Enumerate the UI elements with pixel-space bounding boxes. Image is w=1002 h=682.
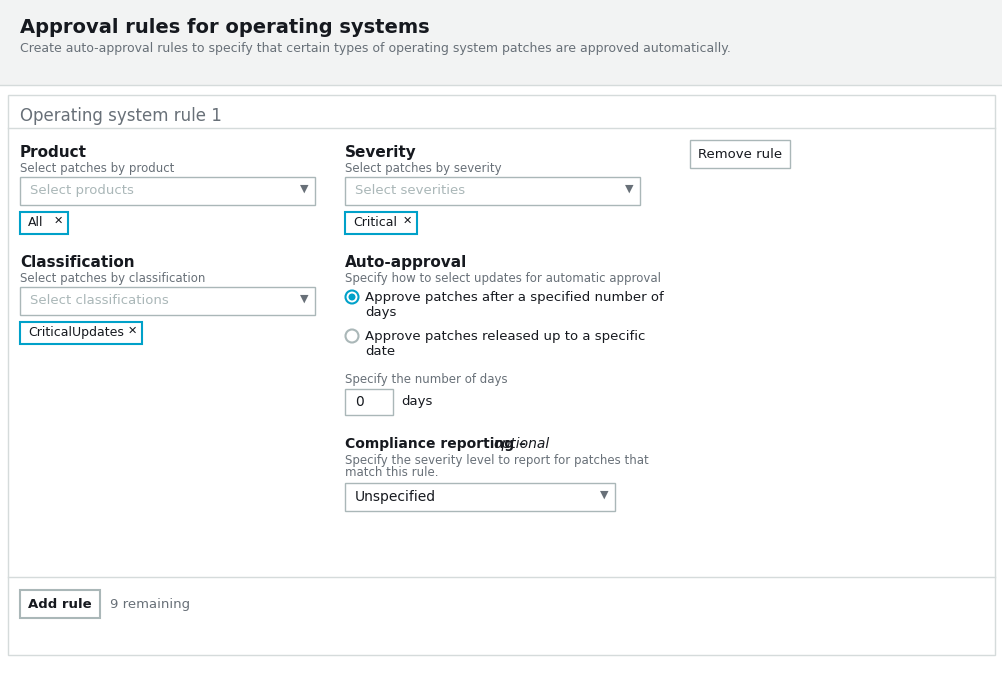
FancyBboxPatch shape bbox=[20, 590, 100, 618]
Text: Specify how to select updates for automatic approval: Specify how to select updates for automa… bbox=[345, 272, 660, 285]
Text: ✕: ✕ bbox=[54, 216, 63, 226]
Text: date: date bbox=[365, 345, 395, 358]
Text: Approve patches released up to a specific: Approve patches released up to a specifi… bbox=[365, 330, 644, 343]
Circle shape bbox=[348, 293, 355, 301]
Text: Remove rule: Remove rule bbox=[697, 148, 782, 161]
Text: Specify the number of days: Specify the number of days bbox=[345, 373, 507, 386]
FancyBboxPatch shape bbox=[8, 95, 994, 655]
Text: Select classifications: Select classifications bbox=[30, 294, 168, 307]
Text: ▼: ▼ bbox=[300, 294, 309, 304]
Text: 0: 0 bbox=[355, 395, 364, 409]
FancyBboxPatch shape bbox=[345, 177, 639, 205]
Text: Create auto-approval rules to specify that certain types of operating system pat: Create auto-approval rules to specify th… bbox=[20, 42, 730, 55]
Text: optional: optional bbox=[493, 437, 549, 451]
Text: ✕: ✕ bbox=[128, 326, 137, 336]
FancyBboxPatch shape bbox=[20, 287, 315, 315]
FancyBboxPatch shape bbox=[345, 212, 417, 234]
Text: Select patches by classification: Select patches by classification bbox=[20, 272, 205, 285]
FancyBboxPatch shape bbox=[689, 140, 790, 168]
Text: Critical: Critical bbox=[353, 216, 397, 229]
Text: ▼: ▼ bbox=[624, 184, 633, 194]
Text: Select patches by product: Select patches by product bbox=[20, 162, 174, 175]
Text: 9 remaining: 9 remaining bbox=[110, 598, 190, 611]
Text: Approval rules for operating systems: Approval rules for operating systems bbox=[20, 18, 429, 37]
FancyBboxPatch shape bbox=[0, 0, 1002, 85]
FancyBboxPatch shape bbox=[345, 389, 393, 415]
Text: ✕: ✕ bbox=[403, 216, 412, 226]
Text: Select patches by severity: Select patches by severity bbox=[345, 162, 501, 175]
Text: days: days bbox=[401, 395, 432, 408]
Text: days: days bbox=[365, 306, 396, 319]
Circle shape bbox=[345, 291, 358, 303]
Text: All: All bbox=[28, 216, 43, 229]
Text: ▼: ▼ bbox=[300, 184, 309, 194]
Text: Select severities: Select severities bbox=[355, 184, 465, 197]
Text: Add rule: Add rule bbox=[28, 598, 92, 611]
Text: match this rule.: match this rule. bbox=[345, 466, 438, 479]
Text: Severity: Severity bbox=[345, 145, 417, 160]
Text: Specify the severity level to report for patches that: Specify the severity level to report for… bbox=[345, 454, 648, 467]
Circle shape bbox=[345, 329, 358, 342]
Text: Auto-approval: Auto-approval bbox=[345, 255, 467, 270]
Text: Approve patches after a specified number of: Approve patches after a specified number… bbox=[365, 291, 663, 304]
Text: Product: Product bbox=[20, 145, 87, 160]
FancyBboxPatch shape bbox=[20, 322, 142, 344]
Text: ▼: ▼ bbox=[599, 490, 608, 500]
FancyBboxPatch shape bbox=[20, 177, 315, 205]
Text: Unspecified: Unspecified bbox=[355, 490, 436, 504]
FancyBboxPatch shape bbox=[345, 483, 614, 511]
Text: Select products: Select products bbox=[30, 184, 133, 197]
FancyBboxPatch shape bbox=[20, 212, 68, 234]
Text: Compliance reporting –: Compliance reporting – bbox=[345, 437, 530, 451]
Text: Operating system rule 1: Operating system rule 1 bbox=[20, 107, 221, 125]
Text: Classification: Classification bbox=[20, 255, 134, 270]
Text: CriticalUpdates: CriticalUpdates bbox=[28, 326, 124, 339]
